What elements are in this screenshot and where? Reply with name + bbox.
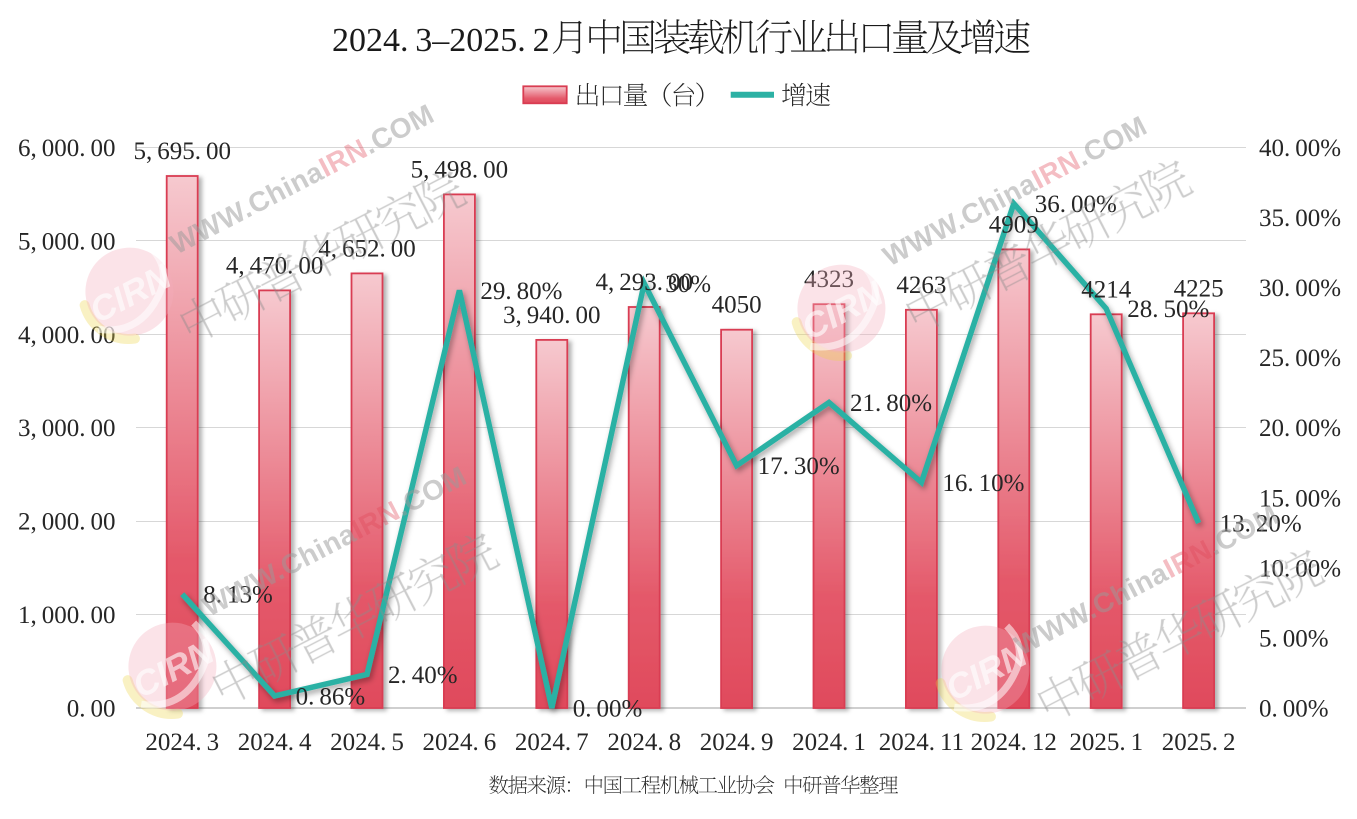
svg-text:0. 00%: 0. 00%: [1259, 696, 1329, 723]
svg-text:16. 10%: 16. 10%: [942, 470, 1024, 497]
svg-text:2024. 6: 2024. 6: [423, 729, 497, 756]
svg-text:4214: 4214: [1081, 276, 1132, 303]
svg-text:2024. 9: 2024. 9: [700, 729, 774, 756]
svg-text:30. 00%: 30. 00%: [1259, 275, 1341, 302]
svg-text:4225: 4225: [1174, 275, 1224, 302]
svg-text:2024. 11: 2024. 11: [879, 729, 964, 756]
svg-text:21. 80%: 21. 80%: [850, 390, 932, 417]
svg-text:3, 940. 00: 3, 940. 00: [503, 302, 601, 329]
svg-text:5, 695. 00: 5, 695. 00: [133, 138, 231, 165]
svg-text:2024. 7: 2024. 7: [515, 729, 589, 756]
svg-text:2024. 5: 2024. 5: [330, 729, 404, 756]
svg-text:1, 000. 00: 1, 000. 00: [18, 602, 116, 629]
svg-text:15. 00%: 15. 00%: [1259, 485, 1341, 512]
svg-text:35. 00%: 35. 00%: [1259, 205, 1341, 232]
svg-text:8. 13%: 8. 13%: [203, 582, 273, 609]
svg-text:2. 40%: 2. 40%: [388, 662, 458, 689]
svg-text:2025. 2: 2025. 2: [1162, 729, 1236, 756]
svg-text:2024. 1: 2024. 1: [792, 729, 866, 756]
svg-text:13. 20%: 13. 20%: [1220, 511, 1302, 538]
svg-text:25. 00%: 25. 00%: [1259, 345, 1341, 372]
svg-text:3, 000. 00: 3, 000. 00: [18, 415, 116, 442]
svg-text:29. 80%: 29. 80%: [480, 278, 562, 305]
svg-text:2, 000. 00: 2, 000. 00: [18, 509, 116, 536]
svg-text:2024. 3: 2024. 3: [145, 729, 219, 756]
svg-text:0. 00: 0. 00: [67, 696, 116, 723]
svg-text:28. 50%: 28. 50%: [1127, 296, 1209, 323]
svg-text:4050: 4050: [712, 292, 762, 319]
svg-text:2025. 1: 2025. 1: [1069, 729, 1143, 756]
svg-text:5, 498. 00: 5, 498. 00: [411, 156, 509, 183]
svg-text:5. 00%: 5. 00%: [1259, 625, 1329, 652]
svg-text:2024. 8: 2024. 8: [607, 729, 681, 756]
svg-text:0. 00%: 0. 00%: [573, 696, 643, 723]
svg-text:20. 00%: 20. 00%: [1259, 415, 1341, 442]
svg-text:30%: 30%: [665, 271, 711, 298]
svg-text:6, 000. 00: 6, 000. 00: [18, 135, 116, 162]
svg-text:17. 30%: 17. 30%: [758, 453, 840, 480]
svg-text:2024. 12: 2024. 12: [971, 729, 1057, 756]
svg-text:2024. 3–2025. 2: 2024. 3–2025. 2: [332, 22, 550, 59]
svg-text:5, 000. 00: 5, 000. 00: [18, 228, 116, 255]
svg-text:0. 86%: 0. 86%: [296, 683, 366, 710]
svg-text:4323: 4323: [804, 266, 854, 293]
svg-text:40. 00%: 40. 00%: [1259, 135, 1341, 162]
svg-text:4, 293. 00: 4, 293. 00: [595, 269, 693, 296]
svg-text:2024. 4: 2024. 4: [238, 729, 312, 756]
